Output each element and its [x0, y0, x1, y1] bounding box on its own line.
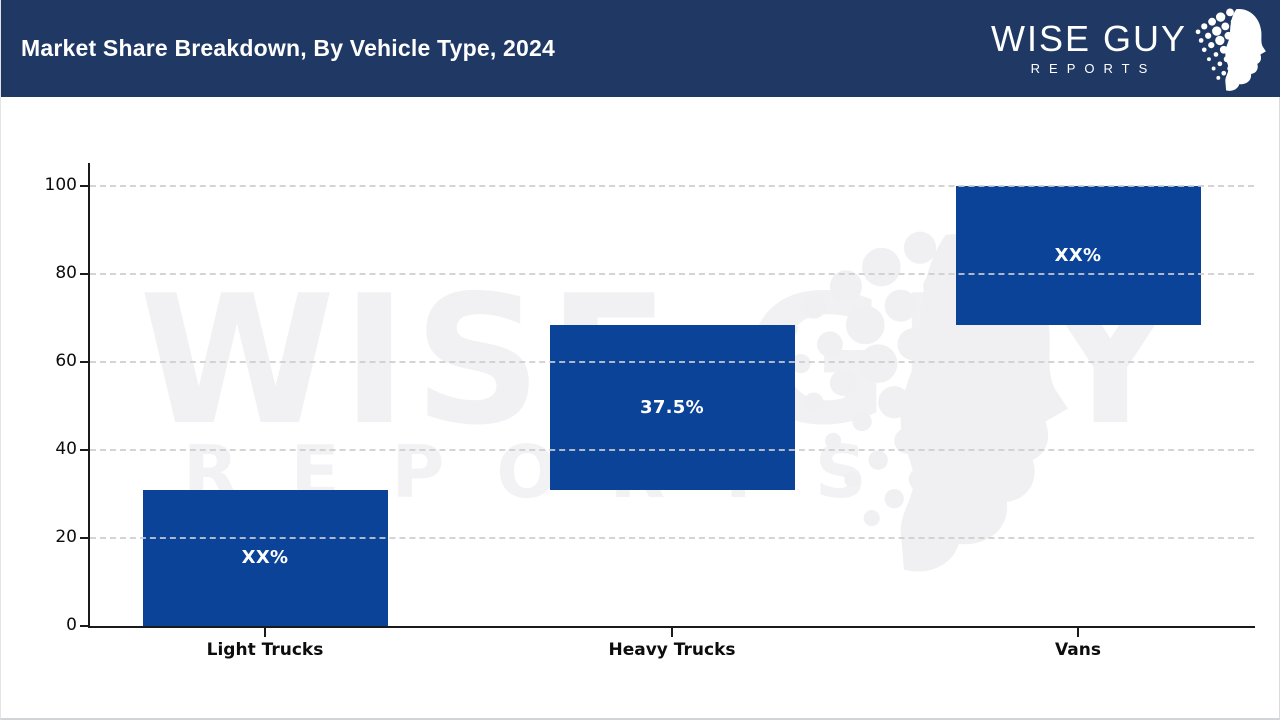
x-tick-mark: [671, 628, 673, 637]
header-bar: Market Share Breakdown, By Vehicle Type,…: [1, 0, 1280, 97]
x-tick-mark: [264, 628, 266, 637]
bar-value-label: XX%: [241, 547, 289, 569]
brand-logo-text: WISE GUY REPORTS: [990, 18, 1187, 77]
gridline: [90, 185, 1254, 187]
y-tick-mark: [80, 273, 88, 275]
y-tick-mark: [80, 537, 88, 539]
y-tick-mark: [80, 361, 88, 363]
y-tick-mark: [80, 625, 88, 627]
y-tick-label: 40: [55, 439, 77, 459]
y-axis-line: [88, 163, 90, 628]
y-tick-label: 60: [55, 351, 77, 371]
y-tick-label: 80: [55, 263, 77, 283]
x-axis-label: Light Trucks: [206, 640, 324, 660]
brand-head-icon: [1195, 7, 1266, 91]
x-tick-mark: [1077, 628, 1079, 637]
y-tick-label: 0: [66, 615, 77, 635]
y-tick-label: 20: [55, 527, 77, 547]
brand-subtitle: REPORTS: [1030, 61, 1157, 76]
bar-vans: XX%: [955, 186, 1201, 325]
chart-title: Market Share Breakdown, By Vehicle Type,…: [21, 35, 555, 61]
x-axis-line: [88, 626, 1255, 628]
brand-logo: WISE GUY REPORTS: [991, 0, 1269, 97]
bar-value-label: 37.5%: [640, 396, 704, 418]
x-axis-label: Heavy Trucks: [608, 640, 736, 660]
gridline: [90, 449, 1254, 451]
y-tick-mark: [80, 185, 88, 187]
gridline: [90, 361, 1254, 363]
x-axis-label: Vans: [1055, 640, 1101, 660]
brand-name: WISE GUY: [990, 18, 1187, 59]
y-tick-label: 100: [44, 175, 77, 195]
bar-light-trucks: XX%: [142, 489, 388, 626]
gridline: [90, 273, 1254, 275]
bar-heavy-trucks: 37.5%: [549, 324, 795, 490]
gridline: [90, 537, 1254, 539]
bar-value-label: XX%: [1054, 244, 1102, 266]
y-tick-mark: [80, 449, 88, 451]
